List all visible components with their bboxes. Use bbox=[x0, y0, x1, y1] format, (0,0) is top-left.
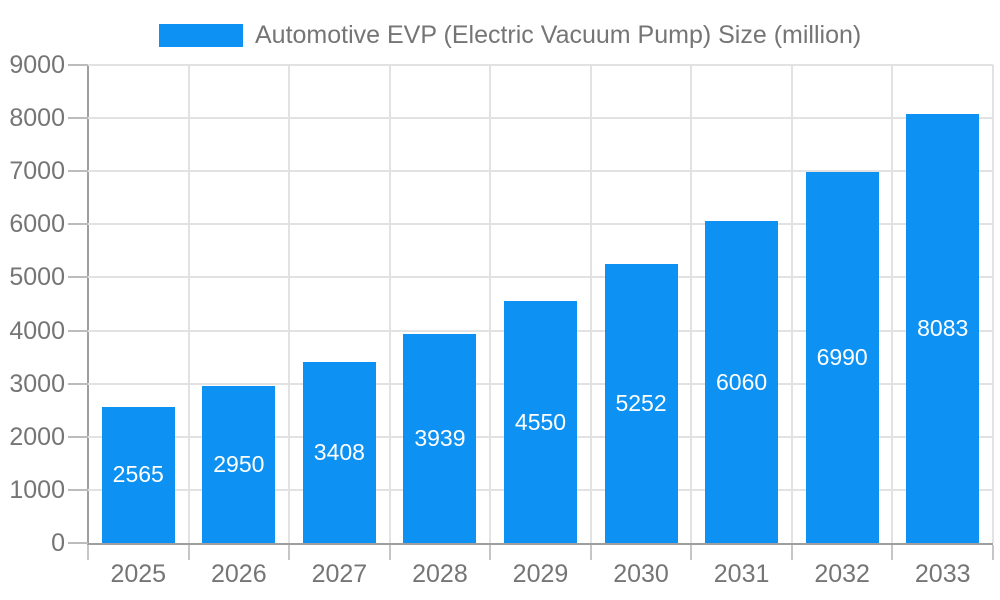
y-axis-tick-label: 8000 bbox=[9, 104, 65, 133]
gridline-vertical bbox=[388, 65, 391, 543]
y-axis-tick-label: 1000 bbox=[9, 475, 65, 504]
y-axis-tick-label: 2000 bbox=[9, 422, 65, 451]
x-axis-tick bbox=[87, 545, 89, 560]
y-axis-tick bbox=[68, 382, 88, 385]
gridline-horizontal bbox=[88, 117, 993, 120]
y-axis-tick-label: 9000 bbox=[9, 51, 65, 79]
bar: 2565 bbox=[101, 406, 175, 543]
x-axis-tick bbox=[690, 545, 693, 560]
bar-value-label: 5252 bbox=[615, 390, 667, 417]
x-axis-category-label: 2031 bbox=[713, 560, 770, 588]
x-axis-tick bbox=[992, 545, 994, 560]
x-axis-tick bbox=[790, 545, 793, 560]
x-axis-tick bbox=[891, 545, 894, 560]
y-axis-tick-label: 3000 bbox=[9, 369, 65, 398]
x-axis-tick bbox=[288, 545, 291, 560]
x-axis-category-label: 2026 bbox=[211, 560, 267, 588]
x-axis-category-label: 2030 bbox=[613, 560, 669, 588]
bar: 3939 bbox=[403, 333, 477, 543]
bar-value-label: 3408 bbox=[313, 439, 365, 465]
gridline-horizontal bbox=[88, 64, 993, 66]
gridline-vertical bbox=[187, 65, 190, 543]
gridline-vertical bbox=[891, 65, 894, 543]
y-axis-tick-label: 5000 bbox=[9, 263, 65, 292]
y-axis-tick bbox=[68, 435, 88, 438]
y-axis-tick bbox=[68, 329, 88, 332]
gridline-horizontal bbox=[88, 223, 993, 226]
y-axis-tick bbox=[68, 488, 88, 491]
x-axis-category-label: 2025 bbox=[110, 560, 167, 588]
bar-value-label: 6990 bbox=[816, 343, 868, 370]
y-axis-tick-label: 4000 bbox=[9, 316, 65, 345]
bar-value-label: 4550 bbox=[514, 408, 567, 435]
bar: 3408 bbox=[302, 362, 376, 543]
bar-value-label: 8083 bbox=[917, 314, 969, 341]
y-axis-tick bbox=[68, 117, 88, 120]
gridline-horizontal bbox=[88, 276, 993, 279]
gridline-vertical bbox=[489, 65, 492, 543]
gridline-vertical bbox=[992, 65, 994, 543]
gridline-vertical bbox=[690, 65, 693, 543]
legend-label: Automotive EVP (Electric Vacuum Pump) Si… bbox=[255, 21, 862, 49]
x-axis-tick bbox=[489, 545, 492, 560]
bar-value-label: 2950 bbox=[213, 451, 265, 478]
bar-value-label: 3939 bbox=[414, 424, 466, 451]
bar: 2950 bbox=[202, 386, 276, 543]
gridline-vertical bbox=[288, 65, 291, 543]
bar: 8083 bbox=[906, 113, 980, 543]
bar: 5252 bbox=[604, 264, 678, 543]
x-axis-tick bbox=[589, 545, 592, 560]
x-axis-tick bbox=[388, 545, 391, 560]
y-axis-tick bbox=[68, 64, 88, 66]
legend[interactable]: Automotive EVP (Electric Vacuum Pump) Si… bbox=[159, 21, 861, 50]
legend-swatch bbox=[159, 24, 243, 47]
bar-value-label: 2565 bbox=[112, 461, 164, 488]
y-axis-tick bbox=[68, 170, 88, 173]
x-axis-category-label: 2028 bbox=[412, 560, 468, 588]
y-axis-tick-label: 0 bbox=[51, 529, 65, 557]
gridline-horizontal bbox=[88, 170, 993, 173]
y-axis-tick-label: 7000 bbox=[9, 157, 65, 186]
x-axis-category-label: 2032 bbox=[814, 560, 870, 588]
plot-area: 2565 2950 3408 3939 4550 5252 6060 6990 8083 bbox=[88, 64, 994, 543]
gridline-vertical bbox=[790, 65, 793, 543]
bar: 6990 bbox=[805, 171, 879, 543]
x-axis-tick bbox=[187, 545, 190, 560]
y-axis-line bbox=[87, 65, 89, 545]
bar: 4550 bbox=[504, 301, 577, 543]
x-axis-category-label: 2029 bbox=[512, 560, 569, 588]
x-axis-category-label: 2027 bbox=[311, 560, 368, 588]
bar-value-label: 6060 bbox=[716, 368, 768, 395]
y-axis-tick bbox=[68, 223, 88, 226]
bar: 6060 bbox=[705, 221, 779, 543]
y-axis-tick bbox=[68, 276, 88, 279]
x-axis-line bbox=[88, 543, 993, 545]
x-axis-category-label: 2033 bbox=[914, 560, 971, 588]
gridline-vertical bbox=[589, 65, 592, 543]
y-axis-tick-label: 6000 bbox=[9, 210, 65, 239]
y-axis-tick bbox=[68, 542, 88, 544]
